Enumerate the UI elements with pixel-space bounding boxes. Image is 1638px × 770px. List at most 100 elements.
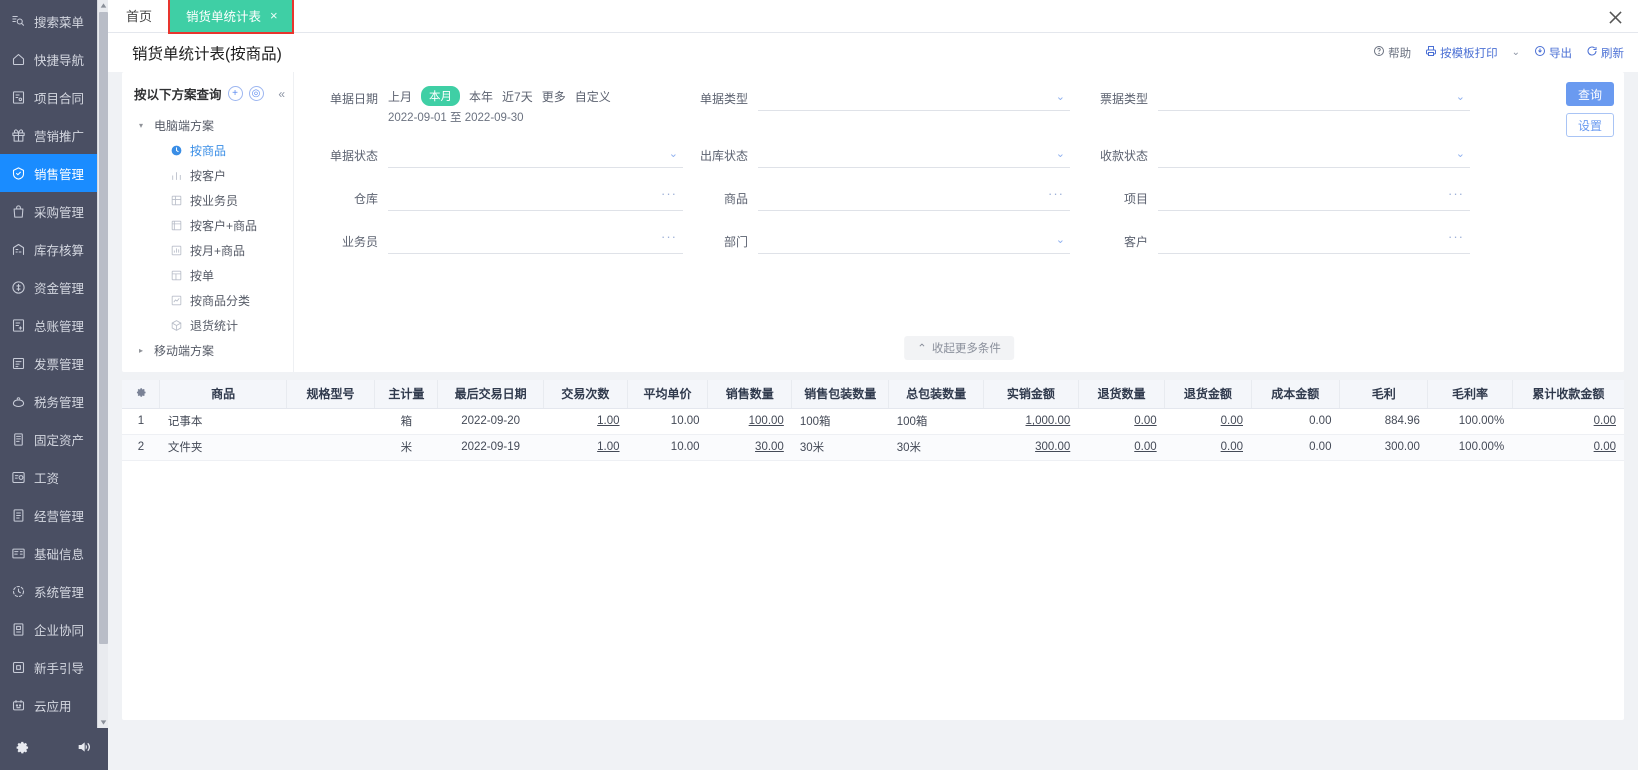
date-range-display[interactable]: 2022-09-01 至 2022-09-30 [388,109,611,125]
cell-link[interactable]: 0.00 [1593,441,1616,453]
sidebar-item-18[interactable]: 新手引导 [0,648,108,686]
cell-累计收款金额[interactable]: 0.00 [1512,434,1624,461]
chevron-right-icon[interactable]: ▸ [139,346,144,355]
table-column-header-3[interactable]: 主计量 [374,380,439,409]
table-column-header-1[interactable]: 商品 [159,380,287,409]
cell-销售数量[interactable]: 100.00 [707,408,792,435]
cell-link[interactable]: 0.00 [1134,441,1157,453]
add-scheme-button[interactable]: + [227,86,243,101]
table-row[interactable]: 1 记事本 箱 2022-09-20 1.00 10.00 100.00 100箱 100箱 1,… [122,408,1624,435]
date-chip-1[interactable]: 上月 [388,89,413,104]
table-settings-icon[interactable] [122,380,161,409]
cell-link[interactable]: 0.00 [1593,415,1616,427]
cell-交易次数[interactable]: 1.00 [543,434,628,461]
chevron-down-icon[interactable]: ▾ [139,121,144,130]
cell-退货数量[interactable]: 0.00 [1078,408,1165,435]
table-column-header-2[interactable]: 规格型号 [286,380,376,409]
scheme-item-5[interactable]: 按月+商品 [134,238,293,263]
scroll-up-arrow-icon[interactable] [98,0,108,11]
scheme-item-6[interactable]: 按单 [134,263,293,288]
sidebar-item-13[interactable]: 工资 [0,458,108,496]
doc-status-select[interactable]: ⌄ [388,141,683,168]
project-picker[interactable]: ··· [1158,184,1470,211]
out-status-select[interactable]: ⌄ [758,141,1070,168]
table-column-header-9[interactable]: 总包装数量 [888,380,984,409]
cell-退货金额[interactable]: 0.00 [1164,408,1251,435]
sidebar-item-11[interactable]: 税务管理 [0,382,108,420]
cell-link[interactable]: 0.00 [1220,441,1243,453]
bill-type-select[interactable]: ⌄ [1158,84,1470,111]
table-column-header-13[interactable]: 成本金额 [1251,380,1340,409]
table-column-header-6[interactable]: 平均单价 [627,380,709,409]
sidebar-item-10[interactable]: 发票管理 [0,344,108,382]
scheme-item-3[interactable]: 按业务员 [134,188,293,213]
cell-累计收款金额[interactable]: 0.00 [1512,408,1624,435]
cell-退货金额[interactable]: 0.00 [1164,434,1251,461]
collapse-panel-button[interactable]: « [278,86,285,101]
date-chip-6[interactable]: 自定义 [574,89,611,104]
cell-交易次数[interactable]: 1.00 [543,408,628,435]
sidebar-item-1[interactable]: 搜索菜单 [0,2,108,40]
scheme-item-4[interactable]: 按客户+商品 [134,213,293,238]
table-row[interactable]: 2 文件夹 米 2022-09-19 1.00 10.00 30.00 30米 30米 300.0… [122,434,1624,461]
scheme-item-1[interactable]: 按商品 [134,138,293,163]
more-options-icon[interactable]: ··· [1448,229,1464,244]
volume-icon[interactable] [76,739,92,760]
table-column-header-14[interactable]: 毛利 [1339,380,1429,409]
doc-type-select[interactable]: ⌄ [758,84,1070,111]
salesperson-picker[interactable]: ··· [388,227,683,254]
cell-link[interactable]: 100.00 [748,415,784,427]
table-column-header-7[interactable]: 销售数量 [707,380,793,409]
date-chip-5[interactable]: 更多 [541,89,566,104]
sidebar-item-3[interactable]: 项目合同 [0,78,108,116]
settings-button[interactable]: 设置 [1566,113,1614,137]
cell-link[interactable]: 0.00 [1220,415,1243,427]
more-options-icon[interactable]: ··· [1048,186,1064,201]
table-column-header-11[interactable]: 退货数量 [1078,380,1166,409]
sidebar-item-4[interactable]: 营销推广 [0,116,108,154]
more-options-icon[interactable]: ··· [661,229,677,244]
customer-picker[interactable]: ··· [1158,227,1470,254]
date-chip-4[interactable]: 近7天 [502,89,533,104]
more-options-icon[interactable]: ··· [661,186,677,201]
sidebar-item-14[interactable]: 经营管理 [0,496,108,534]
close-icon[interactable] [1604,6,1626,28]
date-chip-2[interactable]: 本月 [421,86,461,106]
scheme-settings-button[interactable]: ◎ [248,86,264,101]
table-column-header-8[interactable]: 销售包装数量 [791,380,890,409]
warehouse-picker[interactable]: ··· [388,184,683,211]
cell-link[interactable]: 1.00 [597,415,620,427]
gear-icon[interactable] [14,739,30,760]
tab-close-icon[interactable]: × [270,8,278,23]
sidebar-scrollbar[interactable] [97,0,108,728]
sidebar-item-2[interactable]: 快捷导航 [0,40,108,78]
product-picker[interactable]: ··· [758,184,1070,211]
department-select[interactable]: ⌄ [758,227,1070,254]
query-button[interactable]: 查询 [1566,82,1614,106]
scroll-down-arrow-icon[interactable] [98,717,108,728]
sidebar-item-6[interactable]: 采购管理 [0,192,108,230]
scheme-tree-root-pc[interactable]: ▾ 电脑端方案 [134,113,293,138]
collapse-more-conditions-button[interactable]: ⌃ 收起更多条件 [904,336,1014,360]
table-column-header-10[interactable]: 实销金额 [983,380,1079,409]
sidebar-item-17[interactable]: 企业协同 [0,610,108,648]
receipt-status-select[interactable]: ⌄ [1158,141,1470,168]
chevron-down-icon[interactable]: ⌄ [1511,47,1520,58]
table-column-header-5[interactable]: 交易次数 [543,380,629,409]
tab-home[interactable]: 首页 [108,0,170,32]
sidebar-item-5[interactable]: 销售管理 [0,154,108,192]
cell-link[interactable]: 1,000.00 [1025,415,1071,427]
scheme-item-2[interactable]: 按客户 [134,163,293,188]
sidebar-item-16[interactable]: 系统管理 [0,572,108,610]
sidebar-item-7[interactable]: 库存核算 [0,230,108,268]
cell-实销金额[interactable]: 1,000.00 [983,408,1079,435]
scheme-tree-root-mobile[interactable]: ▸ 移动端方案 [134,338,293,363]
help-button[interactable]: 帮助 [1373,45,1411,61]
cell-link[interactable]: 300.00 [1035,441,1071,453]
sidebar-scrollbar-thumb[interactable] [99,12,108,644]
cell-销售数量[interactable]: 30.00 [707,434,792,461]
cell-link[interactable]: 1.00 [597,441,620,453]
table-column-header-15[interactable]: 毛利率 [1427,380,1513,409]
sidebar-item-8[interactable]: 资金管理 [0,268,108,306]
refresh-button[interactable]: 刷新 [1586,45,1624,61]
